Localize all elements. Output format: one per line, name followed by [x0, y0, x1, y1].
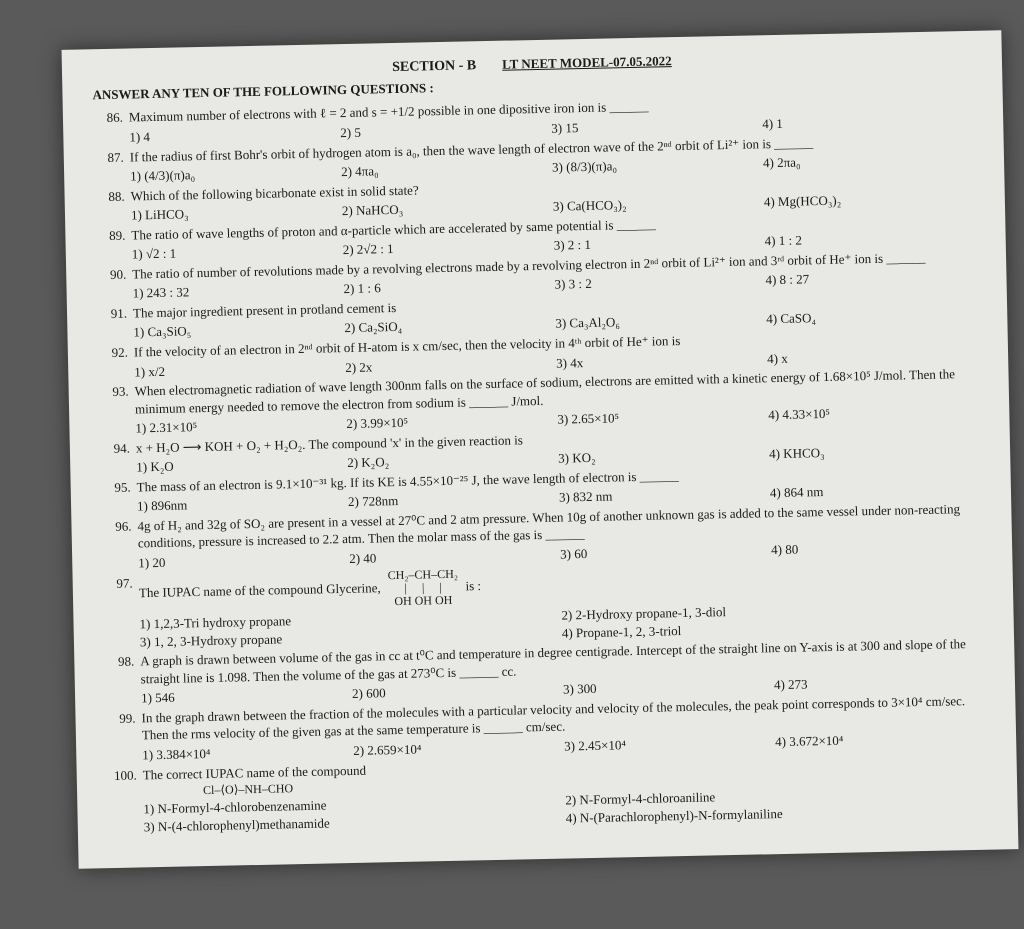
q-opt: 1) K₂O [136, 454, 347, 476]
q-opt: 2) Ca₂SiO₄ [344, 315, 555, 337]
q-opt: 4) CaSO₄ [766, 306, 977, 328]
q-num: 94. [100, 439, 137, 477]
q-opt: 3) 3 : 2 [554, 272, 765, 294]
q-num: 91. [97, 304, 134, 342]
q-opt: 3) 2.65×10⁵ [557, 406, 768, 428]
q-num: 86. [93, 109, 130, 147]
q-num: 97. [103, 574, 141, 651]
q-opt: 2) 2.659×10⁴ [353, 738, 564, 760]
q-opt: 3) 60 [560, 541, 771, 563]
q-opt: 2) NaHCO₃ [342, 198, 553, 220]
q-opt: 1) Ca₃SiO₅ [133, 320, 344, 342]
q-opt: 4) 1 : 2 [765, 228, 976, 250]
q-opt: 2) 4πa₀ [341, 159, 552, 181]
q-num: 93. [99, 383, 136, 438]
q-opt: 2) 40 [349, 546, 560, 568]
q-opt: 2) 3.99×10⁵ [346, 411, 557, 433]
q-opt: 2) 2√2 : 1 [343, 237, 554, 259]
q-opt: 3) Ca(HCO₃)₂ [553, 193, 764, 215]
page-wrap: SECTION - B LT NEET MODEL-07.05.2022 ANS… [0, 0, 1024, 929]
q-opt: 4) 2πa₀ [763, 150, 974, 172]
q-opt: 4) x [767, 345, 978, 367]
q-opt: 1) 546 [141, 685, 352, 707]
q-num: 88. [94, 187, 131, 225]
q-opt: 3) 4x [556, 350, 767, 372]
q-opt: 4) 8 : 27 [765, 267, 976, 289]
q-opt: 2) 5 [340, 120, 551, 142]
model-label: LT NEET MODEL-07.05.2022 [502, 53, 672, 72]
q-num: 92. [98, 343, 135, 381]
stem-pre: The IUPAC name of the compound Glycerine… [139, 580, 381, 600]
q-opt: 4) Mg(HCO₃)₂ [764, 189, 975, 211]
q-opt: 1) 3.384×10⁴ [142, 742, 353, 764]
compound-formula: CH₂–CH–CH₂ | | | OH OH OH [387, 567, 458, 608]
q-opt: 2) 728nm [348, 489, 559, 511]
exam-paper: SECTION - B LT NEET MODEL-07.05.2022 ANS… [62, 30, 1019, 869]
stem-post: is : [465, 578, 481, 593]
q-num: 90. [96, 265, 133, 303]
q-num: 99. [105, 709, 142, 764]
q-opt: 2) 1 : 6 [343, 276, 554, 298]
q-opt: 1) √2 : 1 [132, 241, 343, 263]
q-num: 89. [95, 226, 132, 264]
q-opt: 2) 600 [352, 681, 563, 703]
q-num: 96. [101, 517, 138, 572]
q-opt: 1) 243 : 32 [132, 280, 343, 302]
q-opt: 3) 2 : 1 [554, 233, 765, 255]
q-opt: 1) 20 [138, 550, 349, 572]
q-opt: 4) 864 nm [770, 480, 981, 502]
q-num: 87. [94, 148, 131, 186]
q-opt: 3) 2.45×10⁴ [564, 733, 775, 755]
q-opt: 1) x/2 [134, 359, 345, 381]
q-opt: 2) K₂O₂ [347, 450, 558, 472]
q-opt: 3) Ca₃Al₂O₆ [555, 311, 766, 333]
q-opt: 4) 80 [771, 537, 982, 559]
q-num: 95. [101, 478, 138, 516]
q-opt: 1) 4 [129, 124, 340, 146]
q-opt: 3) (8/3)(π)a₀ [552, 154, 763, 176]
q-opt: 3) KO₂ [558, 445, 769, 467]
q-opt: 4) 3.672×10⁴ [775, 729, 986, 751]
q-num: 100. [107, 766, 144, 837]
section-label: SECTION - B [392, 58, 476, 75]
q-opt: 3) 15 [551, 115, 762, 137]
q-opt: 4) 273 [774, 672, 985, 694]
q-opt: 1) LiHCO₃ [131, 202, 342, 224]
q-opt: 4) 1 [762, 111, 973, 133]
q-opt: 3) 832 nm [559, 485, 770, 507]
q-opt: 1) (4/3)(π)a₀ [130, 163, 341, 185]
q-num: 98. [104, 653, 141, 708]
q-opt: 3) 300 [563, 676, 774, 698]
q-opt: 4) 4.33×10⁵ [768, 402, 979, 424]
q-opt: 4) KHCO₃ [769, 441, 980, 463]
q-opt: 1) 2.31×10⁵ [135, 415, 346, 437]
q-opt: 2) 2x [345, 354, 556, 376]
q-opt: 1) 896nm [137, 493, 348, 515]
